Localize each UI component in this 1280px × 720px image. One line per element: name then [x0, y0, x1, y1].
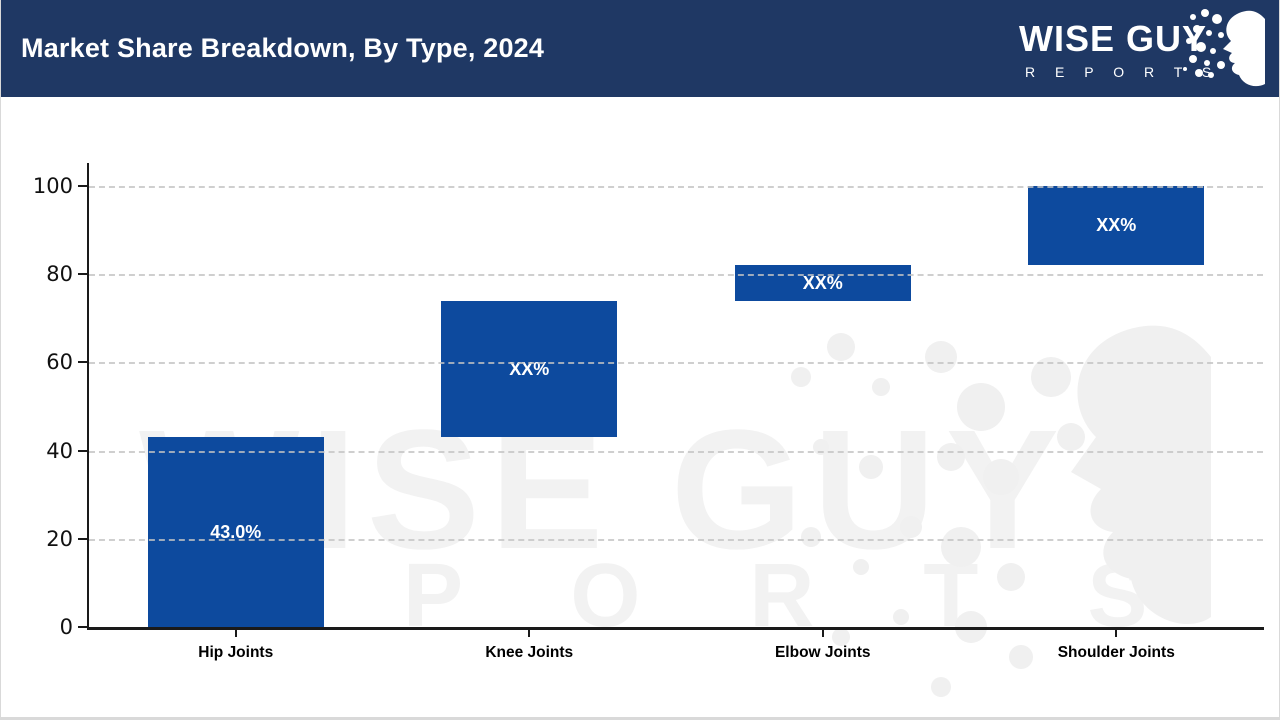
y-tick-mark-80: [78, 273, 87, 276]
x-tick-mark-knee-joints: [528, 630, 531, 637]
bar-elbow-joints: XX%: [734, 265, 911, 301]
y-tick-mark-60: [78, 361, 87, 364]
y-tick-label-0: 0: [59, 615, 73, 639]
y-tick-mark-20: [78, 537, 87, 540]
bar-hip-joints: 43.0%: [147, 437, 324, 627]
x-axis-label-hip-joints: Hip Joints: [198, 644, 274, 661]
bar-shoulder-joints: XX%: [1028, 186, 1205, 266]
gridline-80: [89, 274, 1263, 277]
x-tick-mark-elbow-joints: [821, 630, 824, 637]
y-tick-label-60: 60: [46, 350, 73, 375]
logo-line2-text: R E P O R T S: [1025, 64, 1219, 80]
wiseguy-logo: WISE GUY R E P O R T S: [1017, 7, 1265, 91]
y-tick-mark-100: [78, 185, 87, 187]
bar-value-label-knee-joints: XX%: [509, 358, 550, 379]
gridline-60: [89, 362, 1263, 365]
bar-knee-joints: XX%: [441, 300, 618, 438]
gridline-40: [89, 450, 1263, 453]
x-axis-label-knee-joints: Knee Joints: [485, 644, 574, 661]
y-tick-mark-0: [78, 626, 87, 628]
bar-value-label-elbow-joints: XX%: [802, 272, 843, 293]
x-tick-mark-shoulder-joints: [1115, 630, 1118, 637]
header-bar: Market Share Breakdown, By Type, 2024 WI…: [1, 0, 1279, 97]
logo-line1-text: WISE GUY: [1019, 18, 1207, 59]
x-tick-mark-hip-joints: [234, 630, 237, 637]
y-tick-label-100: 100: [32, 174, 73, 198]
plot-area: 0 20 40 60 80 100 43.0% Hip Joints XX% Knee Joint…: [33, 174, 1263, 661]
gridline-100: [89, 186, 1263, 188]
y-tick-label-20: 20: [46, 526, 73, 551]
y-tick-label-40: 40: [46, 438, 73, 463]
bar-value-label-hip-joints: 43.0%: [210, 521, 262, 542]
y-tick-mark-40: [78, 449, 87, 452]
gridline-20: [89, 538, 1263, 541]
x-axis-label-elbow-joints: Elbow Joints: [774, 644, 871, 661]
x-axis-spine: [87, 627, 1264, 630]
y-tick-label-80: 80: [46, 262, 73, 287]
bar-value-label-shoulder-joints: XX%: [1096, 215, 1137, 236]
y-axis-spine: [87, 163, 89, 627]
chart-region: WISE GUY P O R T S 0 20 40 60 80 100 43.0% Hip …: [1, 97, 1279, 717]
page-title: Market Share Breakdown, By Type, 2024: [21, 33, 545, 63]
x-axis-label-shoulder-joints: Shoulder Joints: [1057, 644, 1175, 661]
wiseguy-face-icon: [1183, 8, 1265, 86]
